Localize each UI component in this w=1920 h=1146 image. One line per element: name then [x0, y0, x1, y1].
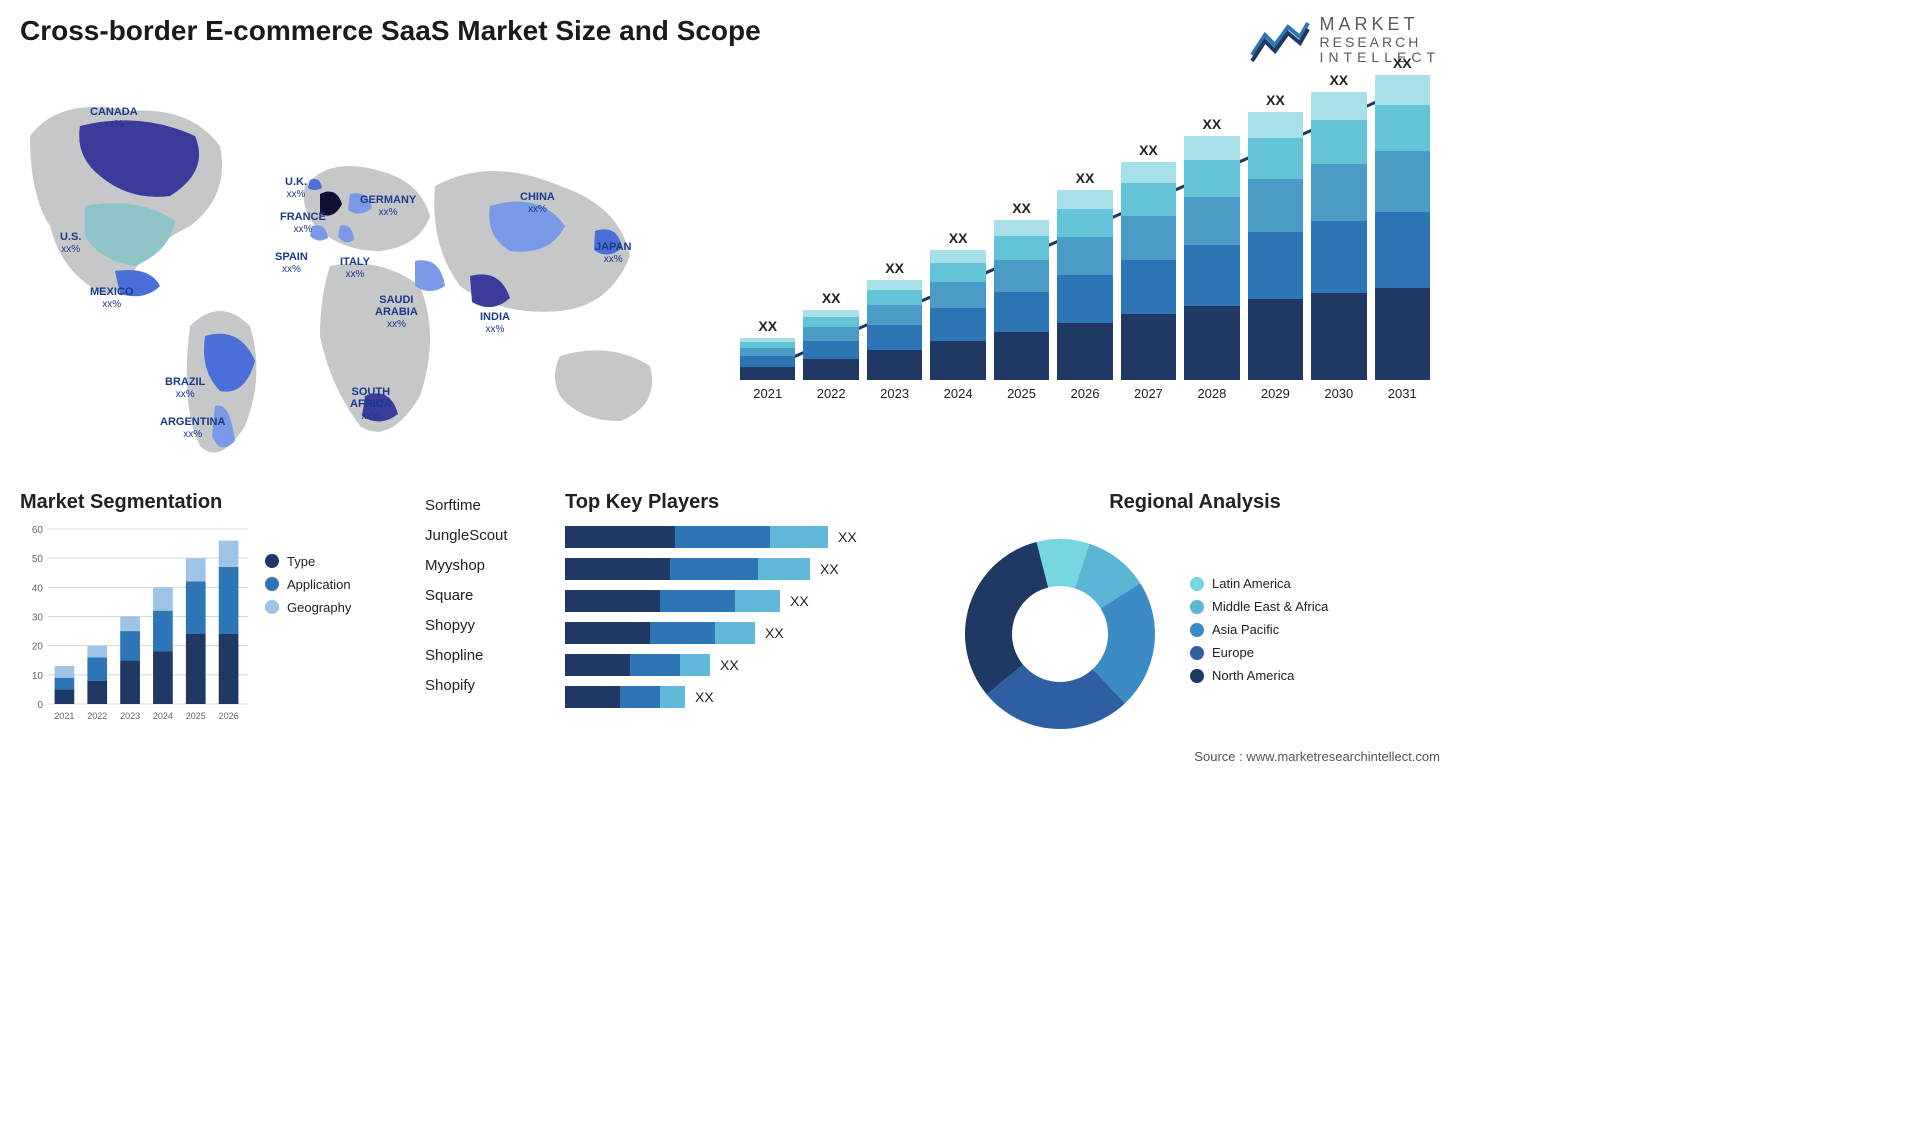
source-attribution: Source : www.marketresearchintellect.com	[1194, 749, 1440, 764]
legend-item: Asia Pacific	[1190, 622, 1328, 637]
map-label: JAPANxx%	[595, 241, 631, 265]
year-bar: XX2031	[1375, 55, 1430, 401]
legend-item: Type	[265, 554, 351, 569]
legend-item: North America	[1190, 668, 1328, 683]
segmentation-title: Market Segmentation	[20, 491, 400, 514]
player-bar: XX	[565, 620, 925, 646]
key-players-panel: SorftimeJungleScoutMyyshopSquareShopyySh…	[425, 491, 925, 744]
player-name: Myyshop	[425, 551, 545, 581]
year-bar: XX2021	[740, 318, 795, 401]
map-label: SOUTHAFRICAxx%	[350, 386, 392, 422]
svg-text:20: 20	[32, 641, 44, 652]
legend-item: Middle East & Africa	[1190, 599, 1328, 614]
year-bar: XX2026	[1057, 170, 1112, 401]
map-label: ITALYxx%	[340, 256, 370, 280]
svg-text:2025: 2025	[186, 711, 206, 721]
map-label: CHINAxx%	[520, 191, 555, 215]
regional-panel: Regional Analysis Latin America Middle Ea…	[950, 491, 1440, 744]
svg-text:2021: 2021	[54, 711, 74, 721]
legend-item: Geography	[265, 600, 351, 615]
year-bar: XX2028	[1184, 116, 1239, 401]
year-bar: XX2029	[1248, 92, 1303, 401]
map-label: CANADAxx%	[90, 106, 138, 130]
page-title: Cross-border E-commerce SaaS Market Size…	[20, 15, 761, 47]
year-bar: XX2027	[1121, 142, 1176, 401]
map-label: BRAZILxx%	[165, 376, 205, 400]
logo-line2: RESEARCH	[1320, 35, 1440, 50]
map-label: SPAINxx%	[275, 251, 308, 275]
svg-text:2022: 2022	[87, 711, 107, 721]
map-label: MEXICOxx%	[90, 286, 133, 310]
player-name: Square	[425, 581, 545, 611]
map-label: U.S.xx%	[60, 231, 81, 255]
players-list: SorftimeJungleScoutMyyshopSquareShopyySh…	[425, 491, 545, 744]
svg-text:2024: 2024	[153, 711, 173, 721]
svg-text:2023: 2023	[120, 711, 140, 721]
svg-text:0: 0	[37, 700, 43, 711]
map-label: GERMANYxx%	[360, 194, 416, 218]
year-bar: XX2030	[1311, 72, 1366, 401]
segmentation-panel: Market Segmentation 0 10 20 30 40 50 60 2021 202…	[20, 491, 400, 744]
year-bar: XX2024	[930, 230, 985, 401]
map-label: SAUDIARABIAxx%	[375, 294, 418, 330]
svg-text:10: 10	[32, 670, 44, 681]
svg-text:2026: 2026	[219, 711, 239, 721]
svg-text:40: 40	[32, 583, 44, 594]
market-size-chart: XX2021XX2022XX2023XX2024XX2025XX2026XX20…	[730, 76, 1440, 476]
svg-text:50: 50	[32, 554, 44, 565]
map-label: INDIAxx%	[480, 311, 510, 335]
year-bar: XX2025	[994, 200, 1049, 401]
map-label: U.K.xx%	[285, 176, 307, 200]
player-bar: XX	[565, 524, 925, 550]
logo-line1: MARKET	[1320, 15, 1440, 35]
regional-title: Regional Analysis	[950, 491, 1440, 514]
player-name: Shopify	[425, 671, 545, 701]
year-bar: XX2022	[803, 290, 858, 401]
player-name: JungleScout	[425, 521, 545, 551]
player-name: Shopyy	[425, 611, 545, 641]
legend-item: Application	[265, 577, 351, 592]
player-bar: XX	[565, 556, 925, 582]
player-bar: XX	[565, 684, 925, 710]
map-label: FRANCExx%	[280, 211, 326, 235]
player-bar: XX	[565, 588, 925, 614]
world-map: CANADAxx% U.S.xx% MEXICOxx% BRAZILxx% ARGENT…	[20, 76, 700, 476]
map-label: ARGENTINAxx%	[160, 416, 225, 440]
svg-text:30: 30	[32, 612, 44, 623]
svg-text:60: 60	[32, 525, 44, 536]
regional-legend: Latin America Middle East & Africa Asia Pa…	[1190, 576, 1328, 691]
legend-item: Europe	[1190, 645, 1328, 660]
year-bar: XX2023	[867, 260, 922, 401]
player-name: Shopline	[425, 641, 545, 671]
player-bar: XX	[565, 652, 925, 678]
legend-item: Latin America	[1190, 576, 1328, 591]
player-name: Sorftime	[425, 491, 545, 521]
key-players-title: Top Key Players	[565, 491, 925, 514]
